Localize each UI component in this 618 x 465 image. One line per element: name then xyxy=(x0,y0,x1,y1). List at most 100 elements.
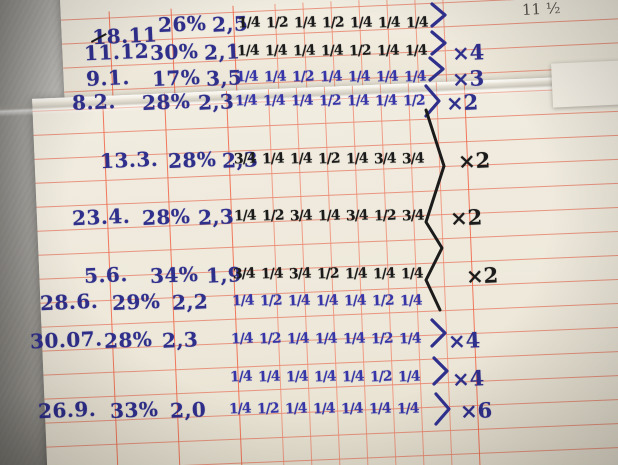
cell-percent: 34% xyxy=(149,261,199,289)
cell-fraction: 1/4 xyxy=(346,150,369,168)
cell-fraction: 1/4 xyxy=(344,265,367,283)
cell-fraction: 1/4 xyxy=(317,207,340,225)
group-bracket xyxy=(430,318,448,348)
cell-fraction: 1/4 xyxy=(376,42,400,60)
cell-fraction: 1/4 xyxy=(284,400,307,418)
cell-fraction: 1/4 xyxy=(343,292,366,310)
cell-fraction: 1/4 xyxy=(403,68,427,86)
cell-value: 2,3 xyxy=(197,89,235,115)
cell-fraction: 1/4 xyxy=(405,14,428,32)
cell-percent: 28% xyxy=(167,146,217,174)
group-bracket xyxy=(434,392,452,426)
cell-value: 2,0 xyxy=(169,397,207,423)
cell-fraction: 1/4 xyxy=(285,368,308,386)
cell-fraction: 1/4 xyxy=(313,368,336,386)
cell-percent: 26% xyxy=(157,10,207,38)
cell-fraction: 1/2 xyxy=(318,150,341,168)
cell-value: 2,2 xyxy=(171,289,209,315)
cell-fraction: 1/4 xyxy=(398,330,421,348)
cell-fraction: 1/4 xyxy=(368,400,391,418)
cell-fraction: 1/4 xyxy=(230,330,253,348)
cell-fraction: 1/4 xyxy=(229,368,252,386)
cell-fraction: 1/4 xyxy=(340,400,363,418)
cell-fraction: 1/4 xyxy=(375,68,399,86)
cell-fraction: 1/4 xyxy=(236,42,260,60)
cell-date: 28.6. xyxy=(39,288,99,316)
row-multiplier: ×4 xyxy=(447,327,481,354)
cell-value: 2,3 xyxy=(197,204,235,230)
cell-fraction: 1/2 xyxy=(316,265,339,283)
cell-fraction: 1/4 xyxy=(293,14,316,32)
cell-fraction: 1/4 xyxy=(397,368,420,386)
cell-fraction: 1/2 xyxy=(369,368,392,386)
cell-fraction: 3/4 xyxy=(289,207,312,225)
cell-fraction: 1/2 xyxy=(258,330,281,348)
cell-fraction: 1/4 xyxy=(257,368,280,386)
row-multiplier: ×4 xyxy=(451,39,485,66)
cell-fraction: 1/4 xyxy=(262,150,285,168)
cell-fraction: 1/4 xyxy=(290,150,313,168)
cell-fraction: 1/4 xyxy=(374,92,398,110)
cell-fraction: 1/2 xyxy=(402,92,426,110)
cell-date: 9.1. xyxy=(85,65,131,91)
cell-fraction: 1/4 xyxy=(263,68,287,86)
cell-date: 5.6. xyxy=(83,262,129,288)
cell-fraction: 1/4 xyxy=(286,330,309,348)
corner-note: 11 ½ xyxy=(521,0,561,19)
cell-fraction: 1/4 xyxy=(233,207,256,225)
cell-fraction: 1/4 xyxy=(231,292,254,310)
cell-fraction: 1/2 xyxy=(371,292,394,310)
group-bracket xyxy=(430,2,448,28)
cell-fraction: 1/4 xyxy=(341,368,364,386)
cell-fraction: 1/4 xyxy=(396,400,419,418)
cell-fraction: 1/4 xyxy=(260,265,283,283)
cell-fraction: 1/4 xyxy=(228,400,251,418)
row-multiplier: ×2 xyxy=(457,147,491,174)
cell-date: 30.07. xyxy=(29,326,104,354)
cell-value: 2,1 xyxy=(203,39,241,65)
cell-fraction: 1/2 xyxy=(291,68,315,86)
cell-fraction: 1/2 xyxy=(318,92,342,110)
cell-fraction: 3/4 xyxy=(288,265,311,283)
cell-percent: 17% xyxy=(151,64,201,92)
group-bracket xyxy=(428,56,446,82)
cell-fraction: 3/4 xyxy=(345,207,368,225)
cell-fraction: 3/4 xyxy=(374,150,397,168)
cell-fraction: 1/2 xyxy=(348,42,372,60)
cell-percent: 28% xyxy=(141,88,191,116)
cell-fraction: 1/4 xyxy=(399,292,422,310)
cell-fraction: 1/2 xyxy=(370,330,393,348)
paper-corner-upper xyxy=(551,60,618,108)
cell-date: 13.3. xyxy=(99,146,159,174)
cell-fraction: 1/2 xyxy=(259,292,282,310)
row-multiplier: ×4 xyxy=(451,365,485,392)
cell-fraction: 3/4 xyxy=(232,265,255,283)
cell-fraction: 1/4 xyxy=(342,330,365,348)
cell-percent: 30% xyxy=(149,38,199,66)
cell-fraction: 1/4 xyxy=(264,42,288,60)
group-bracket xyxy=(424,84,442,118)
cell-fraction: 1/4 xyxy=(320,42,344,60)
cell-fraction: 1/4 xyxy=(315,292,338,310)
cell-fraction: 1/4 xyxy=(349,14,372,32)
zigzag-group-bracket xyxy=(420,108,460,315)
cell-fraction: 1/4 xyxy=(237,14,260,32)
cell-fraction: 1/4 xyxy=(287,292,310,310)
cell-fraction: 1/4 xyxy=(234,92,258,110)
cell-fraction: 1/2 xyxy=(261,207,284,225)
cell-fraction: 1/4 xyxy=(377,14,400,32)
cell-fraction: 1/4 xyxy=(290,92,314,110)
cell-fraction: 1/4 xyxy=(292,42,316,60)
cell-percent: 33% xyxy=(109,396,159,424)
cell-fraction: 1/2 xyxy=(373,207,396,225)
cell-fraction: 1/4 xyxy=(312,400,335,418)
cell-fraction: 1/2 xyxy=(265,14,288,32)
cell-fraction: 1/2 xyxy=(256,400,279,418)
group-bracket xyxy=(432,356,450,386)
cell-fraction: 1/4 xyxy=(347,68,371,86)
group-bracket xyxy=(430,30,448,56)
row-multiplier: ×2 xyxy=(465,262,499,289)
cell-fraction: 1/4 xyxy=(346,92,370,110)
cell-percent: 28% xyxy=(141,203,191,231)
